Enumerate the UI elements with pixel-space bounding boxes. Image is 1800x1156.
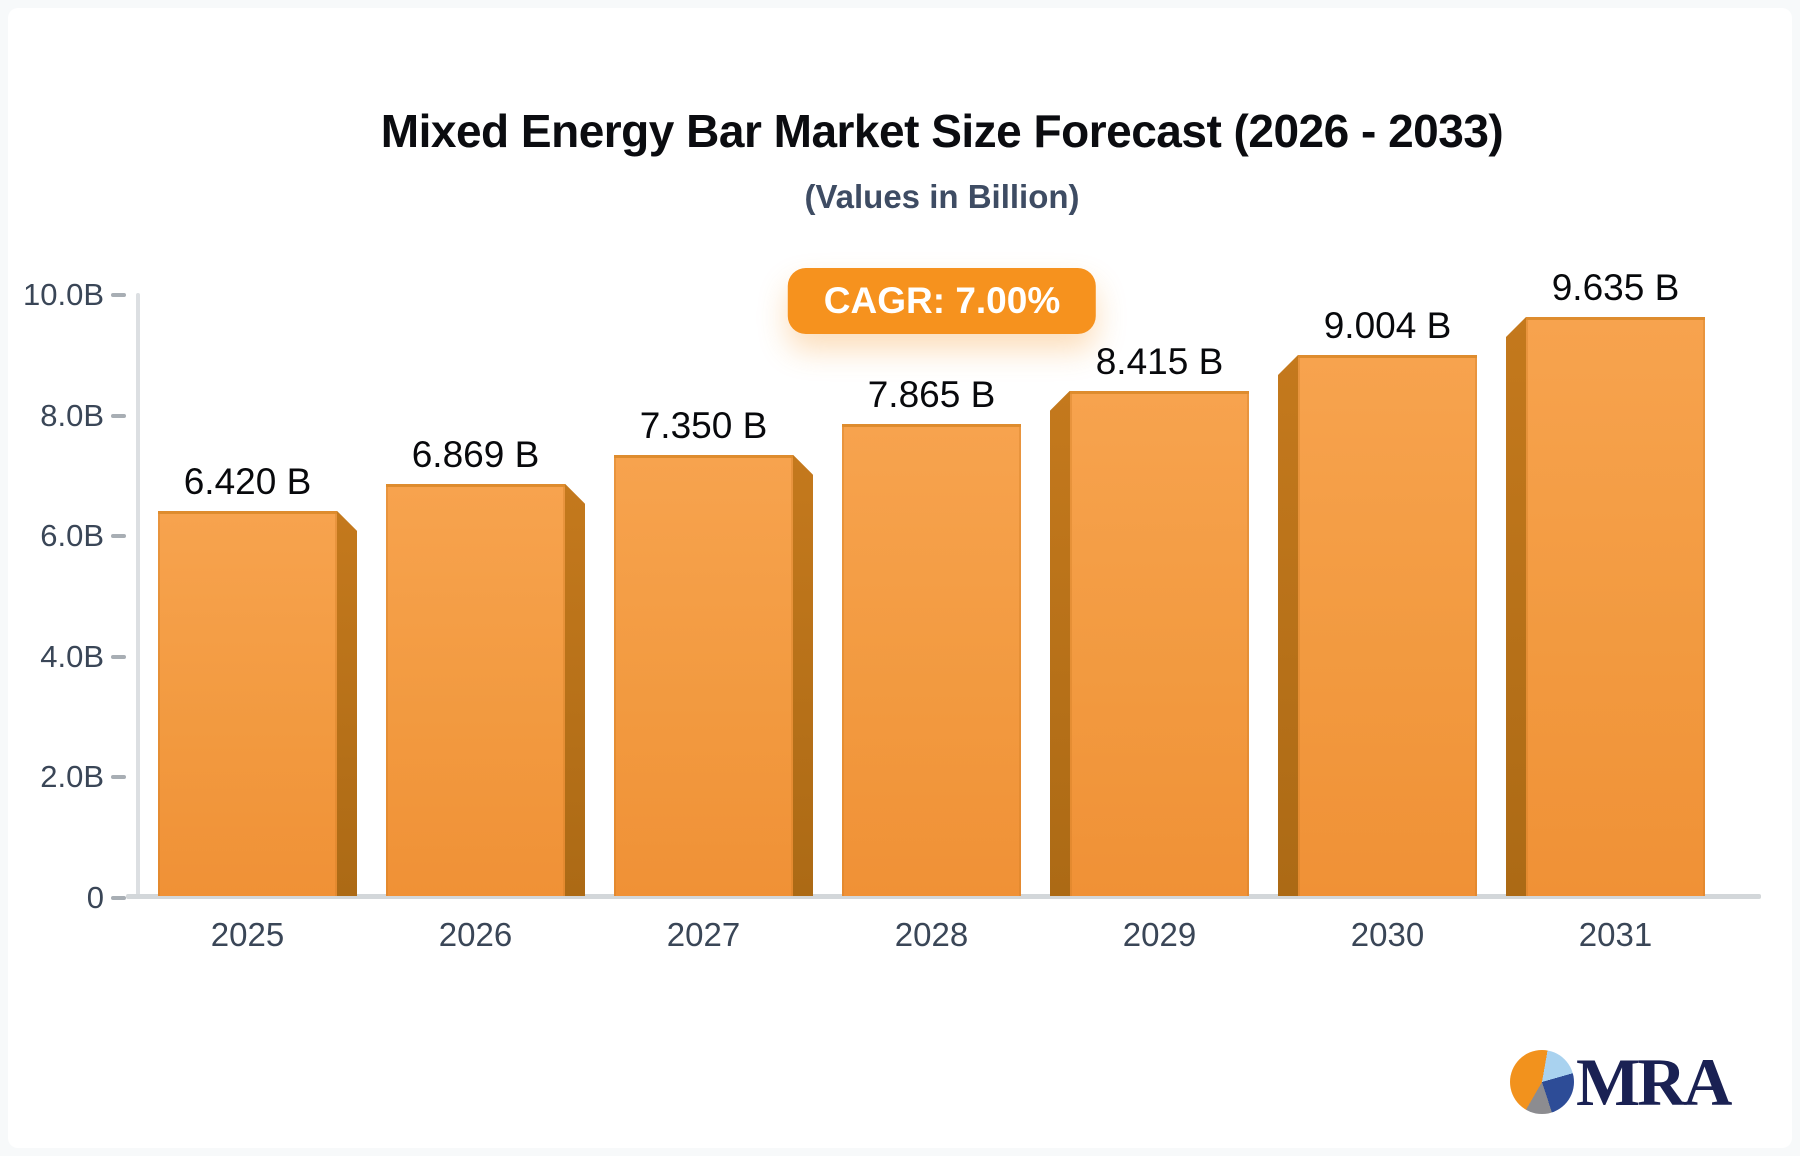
bar bbox=[1526, 317, 1705, 896]
y-axis-tick-label: 6.0B bbox=[40, 518, 104, 554]
y-axis-line bbox=[136, 293, 140, 899]
x-axis-line bbox=[126, 894, 1761, 899]
bar-value-label: 9.004 B bbox=[1323, 305, 1452, 347]
bar-value-label: 7.350 B bbox=[639, 404, 768, 446]
bar-side-face bbox=[793, 454, 813, 896]
bar bbox=[614, 454, 793, 896]
bar-side-face bbox=[1506, 317, 1526, 896]
bar-value-label: 6.869 B bbox=[411, 433, 540, 475]
bar-value-label: 6.420 B bbox=[183, 460, 312, 502]
x-axis-category-label: 2029 bbox=[1122, 916, 1197, 953]
y-axis-tick-mark bbox=[111, 534, 126, 539]
brand-logo: MRA bbox=[1510, 1044, 1732, 1120]
x-axis-category-label: 2028 bbox=[894, 916, 969, 953]
bar-side-face bbox=[565, 483, 585, 896]
bar-side-face bbox=[337, 510, 357, 896]
x-axis-category-label: 2025 bbox=[210, 916, 285, 953]
y-axis-tick-label: 8.0B bbox=[40, 397, 104, 433]
brand-logo-text: MRA bbox=[1576, 1044, 1732, 1120]
bar-side-face bbox=[1050, 390, 1070, 896]
cagr-badge-label: CAGR: 7.00% bbox=[823, 280, 1061, 321]
bar-chart: 0 2.0B 4.0B 6.0B 8.0B 10.0B 6.420 B 2025 6.869 B… bbox=[8, 8, 1792, 1148]
y-axis-tick-label: 10.0B bbox=[22, 277, 104, 312]
y-axis-tick-mark bbox=[111, 654, 126, 659]
x-axis-category-label: 2027 bbox=[666, 916, 741, 953]
y-axis-tick-mark bbox=[111, 413, 126, 418]
x-axis-category-label: 2030 bbox=[1350, 916, 1425, 953]
bar bbox=[158, 510, 337, 896]
bar bbox=[1070, 390, 1249, 896]
y-axis-tick-mark bbox=[111, 293, 126, 297]
pie-chart-icon bbox=[1510, 1050, 1574, 1114]
bar bbox=[842, 423, 1021, 896]
y-axis-tick-label: 2.0B bbox=[40, 759, 104, 795]
y-axis-tick-label: 0 bbox=[86, 880, 104, 915]
chart-card: Mixed Energy Bar Market Size Forecast (2… bbox=[8, 8, 1792, 1148]
bar bbox=[386, 483, 565, 896]
bar bbox=[1298, 355, 1477, 896]
x-axis-category-label: 2026 bbox=[438, 916, 513, 953]
cagr-badge: CAGR: 7.00% bbox=[787, 268, 1097, 334]
x-axis-category-label: 2031 bbox=[1578, 916, 1653, 953]
y-axis-tick-mark bbox=[111, 896, 126, 900]
bar-side-face bbox=[1278, 355, 1298, 896]
chart-title: Mixed Energy Bar Market Size Forecast (2… bbox=[380, 105, 1504, 157]
chart-subtitle: (Values in Billion) bbox=[804, 178, 1080, 215]
bar-value-label: 9.635 B bbox=[1551, 267, 1680, 308]
bar-value-label: 8.415 B bbox=[1095, 340, 1224, 382]
bar-value-label: 7.865 B bbox=[867, 373, 996, 415]
y-axis-tick-mark bbox=[111, 775, 126, 780]
y-axis-tick-label: 4.0B bbox=[40, 638, 104, 674]
